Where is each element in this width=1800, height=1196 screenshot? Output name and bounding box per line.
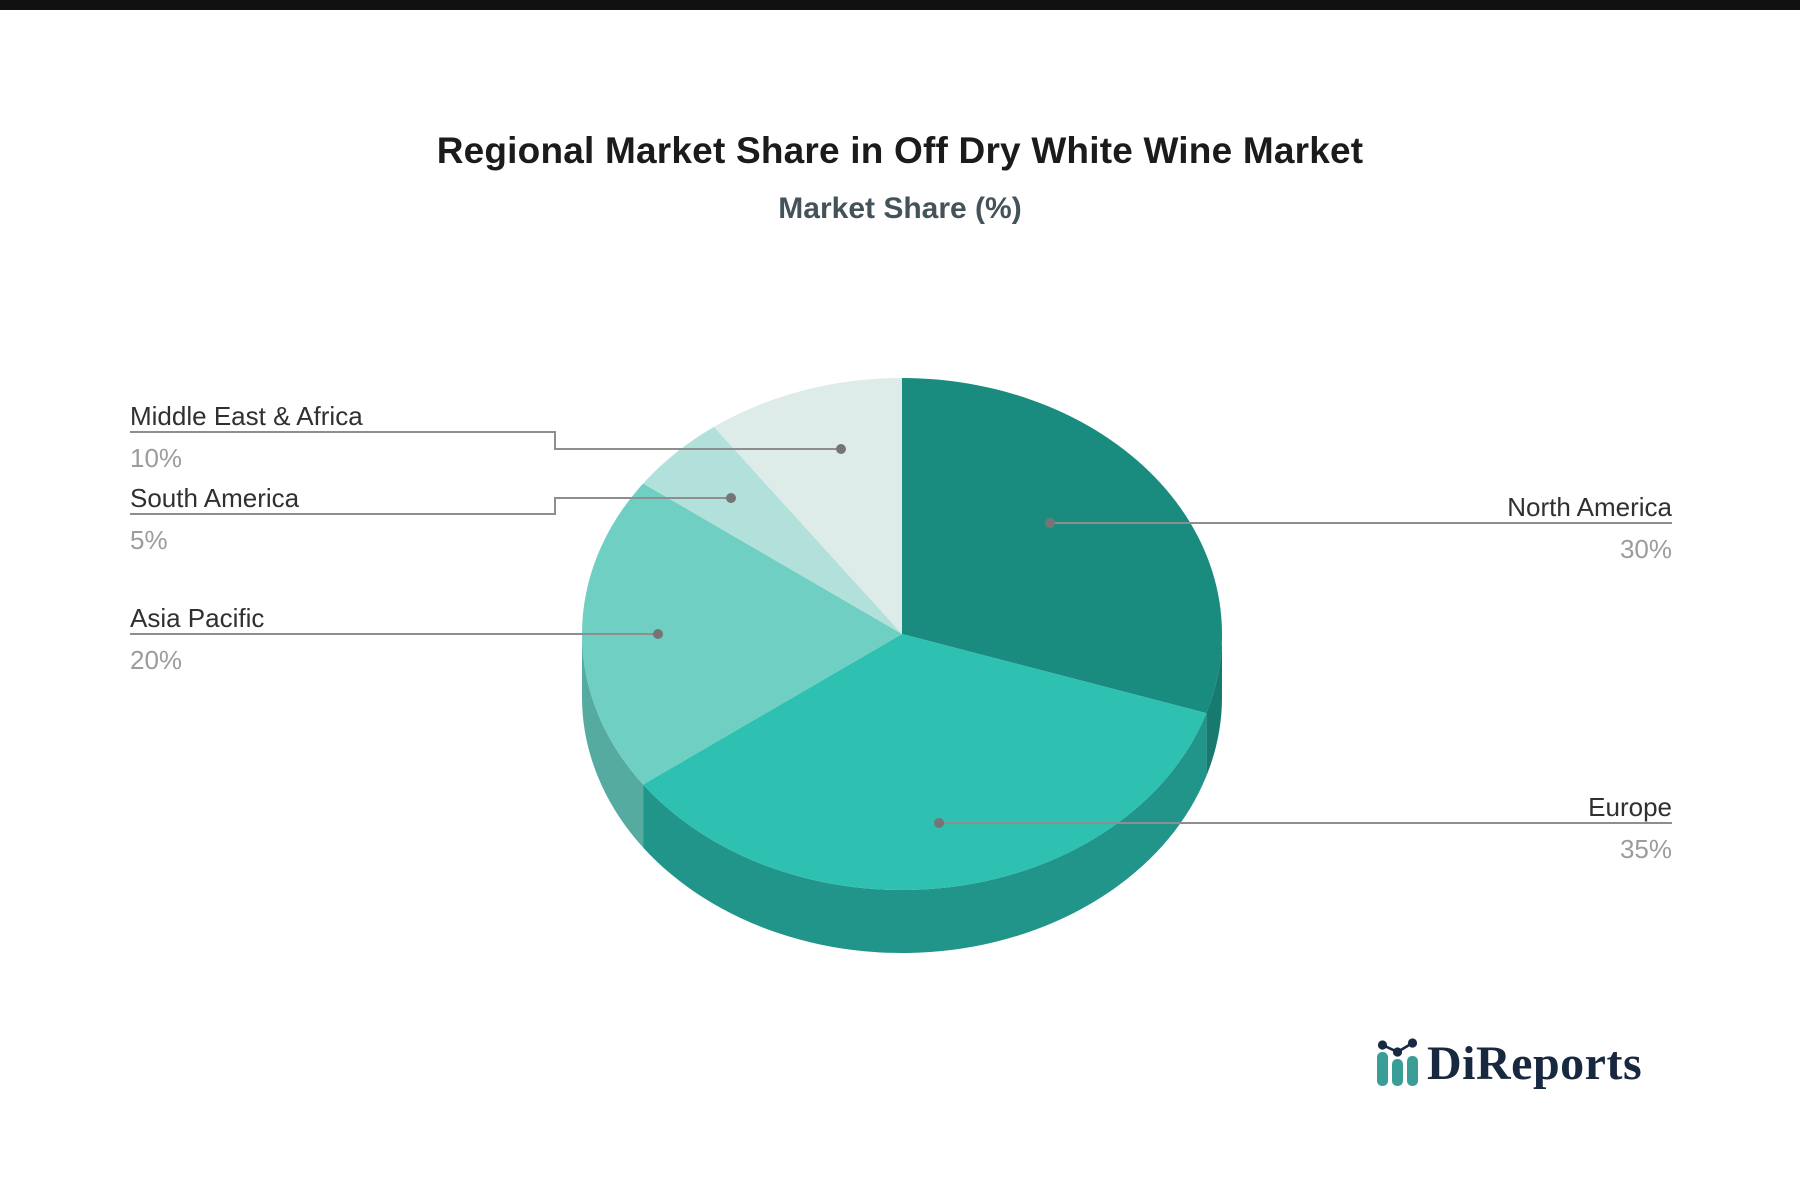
slice-label: Europe (1588, 792, 1672, 822)
callout-south-america: South America 5% (130, 483, 299, 555)
slice-label: Asia Pacific (130, 603, 265, 633)
callout-asia-pacific: Asia Pacific 20% (130, 603, 264, 675)
pie-slice-south-america (643, 426, 902, 634)
slice-percent: 35% (1619, 834, 1672, 864)
slice-label: North America (1507, 492, 1672, 522)
pie-slice-north-america (902, 378, 1222, 714)
slice-percent: 30% (1619, 534, 1672, 564)
chart-title: Regional Market Share in Off Dry White W… (436, 130, 1364, 171)
callout-europe: Europe 35% (1588, 792, 1672, 864)
pie-slice-europe (643, 634, 1207, 890)
slice-label: South America (130, 483, 300, 513)
slice-label: Middle East & Africa (130, 401, 363, 431)
top-border-bar (0, 0, 1800, 10)
leader-line-middle-east-africa (130, 431, 841, 450)
chart-subtitle: Market Share (%) (778, 192, 1022, 225)
leader-dot-south-america (726, 493, 736, 503)
pie-slice-asia-pacific (582, 483, 902, 785)
pie-slice-side-north-america (1206, 634, 1222, 777)
leader-dot-asia-pacific (653, 629, 663, 639)
leader-dot-north-america (1045, 518, 1055, 528)
slice-percent: 10% (130, 443, 183, 473)
leader-dot-middle-east-africa (836, 444, 846, 454)
direports-logo-icon (1377, 1037, 1418, 1086)
direports-logo-text: DiReports (1427, 1037, 1643, 1090)
slice-percent: 5% (130, 525, 168, 555)
leader-dot-europe (934, 818, 944, 828)
pie-slice-side-europe (643, 713, 1207, 953)
leader-line-south-america (130, 497, 731, 515)
pie-slice-middle-east-africa (713, 378, 902, 634)
slice-percent: 20% (130, 645, 183, 675)
direports-logo: DiReports (1376, 1036, 1642, 1091)
pie-slice-side-asia-pacific (582, 634, 644, 848)
callout-middle-east-africa: Middle East & Africa 10% (130, 401, 363, 473)
callout-north-america: North America 30% (1507, 492, 1672, 564)
